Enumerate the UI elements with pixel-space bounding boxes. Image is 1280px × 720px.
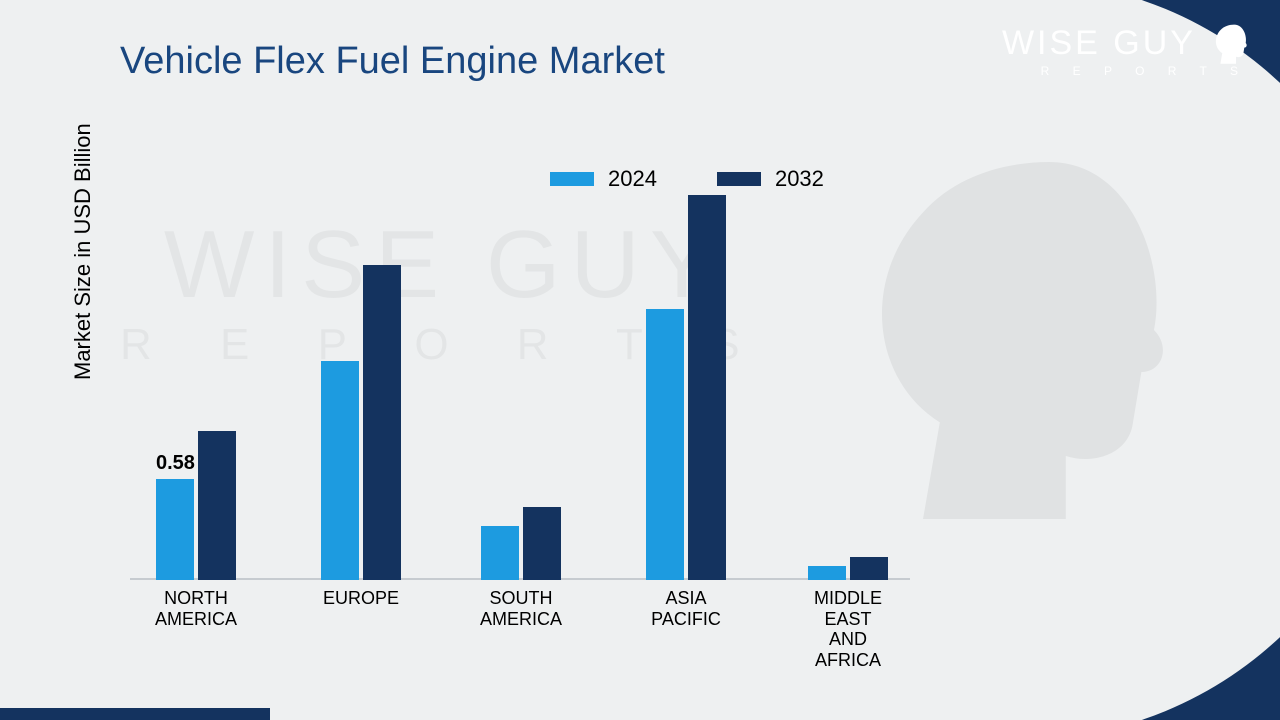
footer-accent-bar [0, 708, 270, 720]
category-label: MIDDLE EAST AND AFRICA [768, 580, 928, 671]
bar-2032 [850, 557, 888, 580]
bar-chart: 0.58NORTH AMERICAEUROPESOUTH AMERICAASIA… [130, 160, 910, 580]
bar-2032 [198, 431, 236, 580]
bar-2024 [321, 361, 359, 580]
bar-2032 [363, 265, 401, 580]
report-slide: WISE GUY R E P O R T S WISE GUY R E P O … [0, 0, 1280, 720]
category-label: SOUTH AMERICA [441, 580, 601, 629]
category-label: EUROPE [281, 580, 441, 609]
logo-head-icon [1202, 20, 1248, 66]
bar-2024 [646, 309, 684, 580]
bar-2024 [808, 566, 846, 580]
bar-2024: 0.58 [156, 479, 194, 581]
logo: WISE GUY R E P O R T S [1002, 20, 1248, 78]
y-axis-label: Market Size in USD Billion [70, 123, 96, 380]
logo-main: WISE GUY [1002, 20, 1248, 66]
logo-main-text: WISE GUY [1002, 24, 1196, 63]
category-label: ASIA PACIFIC [606, 580, 766, 629]
chart-title: Vehicle Flex Fuel Engine Market [120, 40, 665, 83]
bar-value-label: 0.58 [156, 452, 194, 475]
logo-sub-text: R E P O R T S [1002, 64, 1248, 78]
category-label: NORTH AMERICA [116, 580, 276, 629]
bar-2024 [481, 526, 519, 580]
bar-2032 [688, 195, 726, 580]
bar-2032 [523, 507, 561, 581]
